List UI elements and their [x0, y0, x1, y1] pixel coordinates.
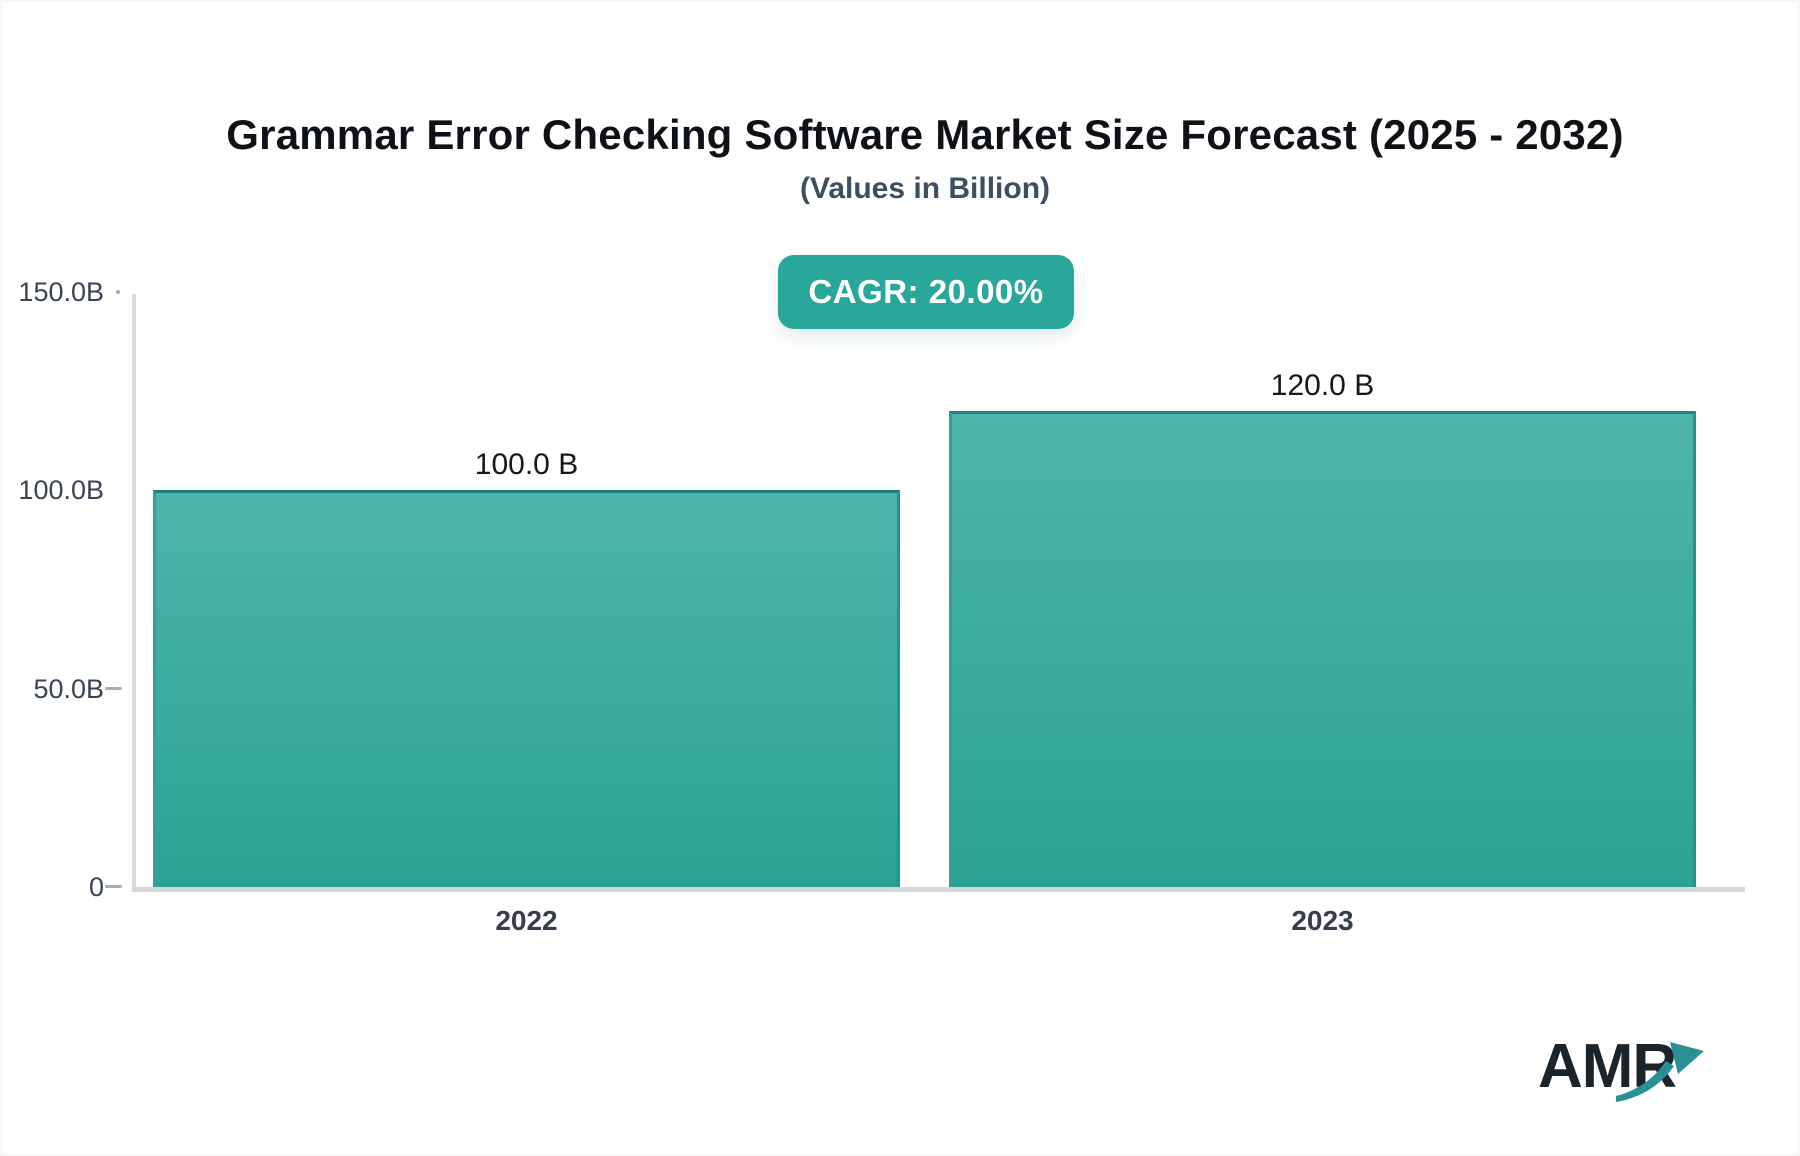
- cagr-badge-label: CAGR: 20.00%: [808, 273, 1044, 310]
- y-axis-tick-mark: [116, 290, 120, 294]
- cagr-badge: CAGR: 20.00%: [778, 255, 1074, 329]
- y-axis-tick-label: 150.0B: [18, 277, 104, 307]
- x-axis-category-label: 2022: [495, 905, 558, 936]
- y-axis-tick-mark: [105, 686, 122, 690]
- bar-value-label: 100.0 B: [474, 448, 579, 481]
- amr-logo-text: AMR: [1538, 1032, 1677, 1101]
- x-axis-line: [132, 887, 1745, 892]
- bar-group: 120.0 B 2023: [949, 292, 1696, 936]
- plot-area: 0 50.0B 100.0B 150.0B 100.0 B 2022 120.0 B 2023: [18, 277, 1745, 936]
- bar-group: 100.0 B 2022: [153, 292, 900, 936]
- y-axis-tick-label: 100.0B: [18, 475, 104, 506]
- chart-subtitle: (Values in Billion): [799, 172, 1051, 205]
- bar-2023[interactable]: [949, 411, 1696, 887]
- y-axis-tick-label: 50.0B: [33, 673, 104, 704]
- chart-title: Grammar Error Checking Software Market S…: [226, 111, 1624, 158]
- x-axis-category-label: 2023: [1291, 905, 1354, 936]
- bar-value-label: 120.0 B: [1270, 369, 1375, 402]
- bar-2022[interactable]: [153, 490, 900, 887]
- amr-logo: AMR: [1538, 1032, 1748, 1132]
- y-axis-tick-mark: [105, 885, 122, 888]
- y-axis-tick-label: 0: [88, 872, 104, 902]
- growth-arrow-icon: [1616, 1042, 1704, 1102]
- y-axis-line: [132, 294, 136, 892]
